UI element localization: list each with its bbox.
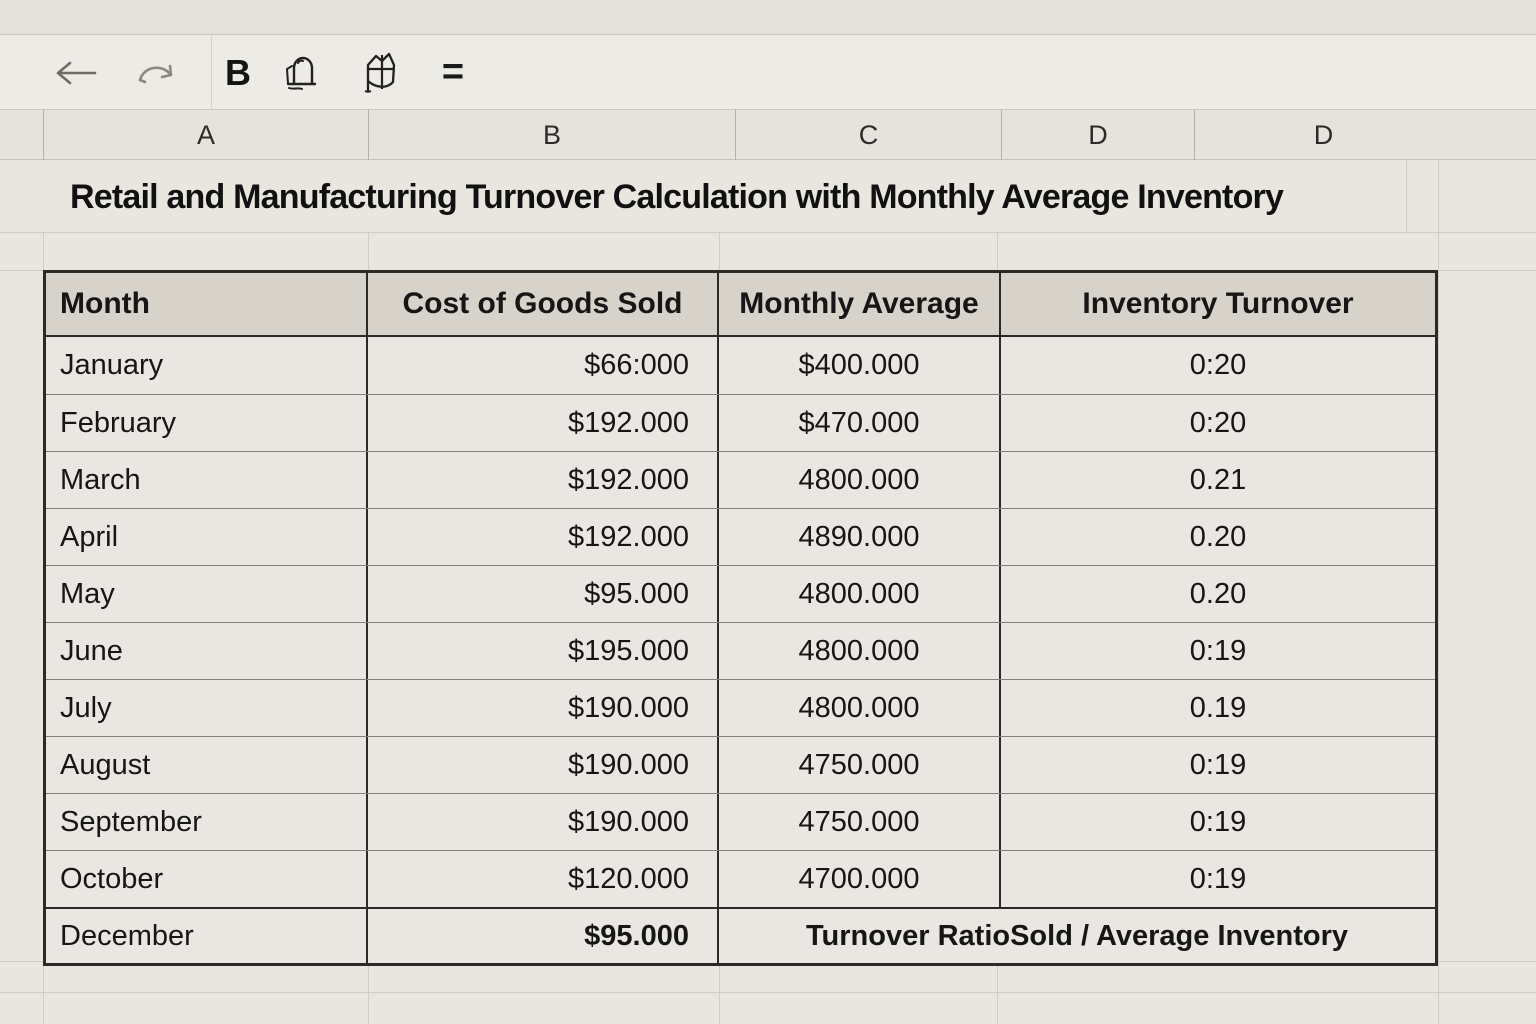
month-cell[interactable]: January [46,337,368,394]
table-footer-row: December $95.000 Turnover RatioSold / Av… [46,907,1435,963]
header-month[interactable]: Month [46,273,368,335]
table-row: September $190.000 4750.000 0:19 [46,793,1435,850]
redo-button[interactable] [132,43,178,103]
bold-button[interactable]: B [216,43,260,103]
cogs-total-cell[interactable]: $95.000 [368,909,719,963]
turnover-cell[interactable]: 0.21 [1189,463,1247,496]
turnover-cell[interactable]: 0:19 [1189,748,1247,781]
cogs-cell[interactable]: $120.000 [368,851,719,907]
average-cell[interactable]: 4750.000 [719,794,1001,850]
month-cell[interactable]: February [46,395,368,451]
table-row: April $192.000 4890.000 0.20 [46,508,1435,565]
paste-clipboard-icon [278,50,328,96]
cogs-cell[interactable]: $66:000 [368,337,719,394]
redo-arrow-icon [132,57,178,89]
turnover-formula-cell[interactable]: Turnover RatioSold / Average Inventory [806,919,1348,952]
month-cell[interactable]: March [46,452,368,508]
cogs-cell[interactable]: $190.000 [368,680,719,736]
month-cell[interactable]: August [46,737,368,793]
cogs-cell[interactable]: $192.000 [368,509,719,565]
gridline [0,992,1536,993]
turnover-cell[interactable]: 0:19 [1189,862,1247,895]
month-cell[interactable]: May [46,566,368,622]
format-painter-icon [354,49,406,97]
table-row: January $66:000 $400.000 0:20 [46,337,1435,394]
table-row: August $190.000 4750.000 0:19 [46,736,1435,793]
table-row: October $120.000 4700.000 0:19 [46,850,1435,907]
cogs-cell[interactable]: $190.000 [368,737,719,793]
back-arrow-icon [52,57,98,89]
formula-equals-button[interactable]: = [428,43,478,103]
average-cell[interactable]: 4700.000 [719,851,1001,907]
cogs-cell[interactable]: $190.000 [368,794,719,850]
month-cell[interactable]: December [46,909,368,963]
average-cell[interactable]: $470.000 [719,395,1001,451]
column-header-a[interactable]: A [43,110,368,160]
average-cell[interactable]: $400.000 [719,337,1001,394]
column-header-d1[interactable]: D [1001,110,1194,160]
gridline [1406,160,1407,232]
month-cell[interactable]: July [46,680,368,736]
average-cell[interactable]: 4800.000 [719,452,1001,508]
month-cell[interactable]: June [46,623,368,679]
cogs-cell[interactable]: $192.000 [368,395,719,451]
table-row: March $192.000 4800.000 0.21 [46,451,1435,508]
turnover-cell[interactable]: 0:19 [1189,805,1247,838]
turnover-cell[interactable]: 0.20 [1189,577,1247,610]
turnover-table: Month Cost of Goods Sold Monthly Average… [43,270,1438,966]
format-painter-button[interactable] [352,43,408,103]
table-row: July $190.000 4800.000 0.19 [46,679,1435,736]
column-header-d2[interactable]: D [1194,110,1452,160]
column-header-c[interactable]: C [735,110,1001,160]
cogs-cell[interactable]: $195.000 [368,623,719,679]
month-cell[interactable]: October [46,851,368,907]
table-row: June $195.000 4800.000 0:19 [46,622,1435,679]
table-header-row: Month Cost of Goods Sold Monthly Average… [46,273,1435,337]
window-top-strip [0,0,1536,35]
month-cell[interactable]: September [46,794,368,850]
sheet-title-cell[interactable]: Retail and Manufacturing Turnover Calcul… [70,178,1284,216]
header-cogs[interactable]: Cost of Goods Sold [368,273,719,335]
toolbar: B = [0,36,1536,110]
table-row: February $192.000 $470.000 0:20 [46,394,1435,451]
average-cell[interactable]: 4800.000 [719,680,1001,736]
table-row: May $95.000 4800.000 0.20 [46,565,1435,622]
cogs-cell[interactable]: $95.000 [368,566,719,622]
turnover-cell[interactable]: 0.20 [1189,520,1247,553]
gridline [1438,160,1439,1024]
column-header-band: A B C D D [0,110,1536,160]
average-cell[interactable]: 4800.000 [719,623,1001,679]
turnover-cell[interactable]: 0.19 [1189,691,1247,724]
month-cell[interactable]: April [46,509,368,565]
average-cell[interactable]: 4800.000 [719,566,1001,622]
toolbar-divider [211,36,212,110]
turnover-cell[interactable]: 0:20 [1189,349,1247,381]
average-cell[interactable]: 4750.000 [719,737,1001,793]
average-cell[interactable]: 4890.000 [719,509,1001,565]
column-header-b[interactable]: B [368,110,735,160]
header-inventory-turnover[interactable]: Inventory Turnover [1082,287,1354,320]
paste-button[interactable] [276,43,330,103]
header-monthly-average[interactable]: Monthly Average [719,273,1001,335]
back-button[interactable] [52,43,98,103]
gridline [0,232,1536,233]
turnover-cell[interactable]: 0:19 [1189,634,1247,667]
turnover-cell[interactable]: 0:20 [1189,406,1247,439]
cogs-cell[interactable]: $192.000 [368,452,719,508]
